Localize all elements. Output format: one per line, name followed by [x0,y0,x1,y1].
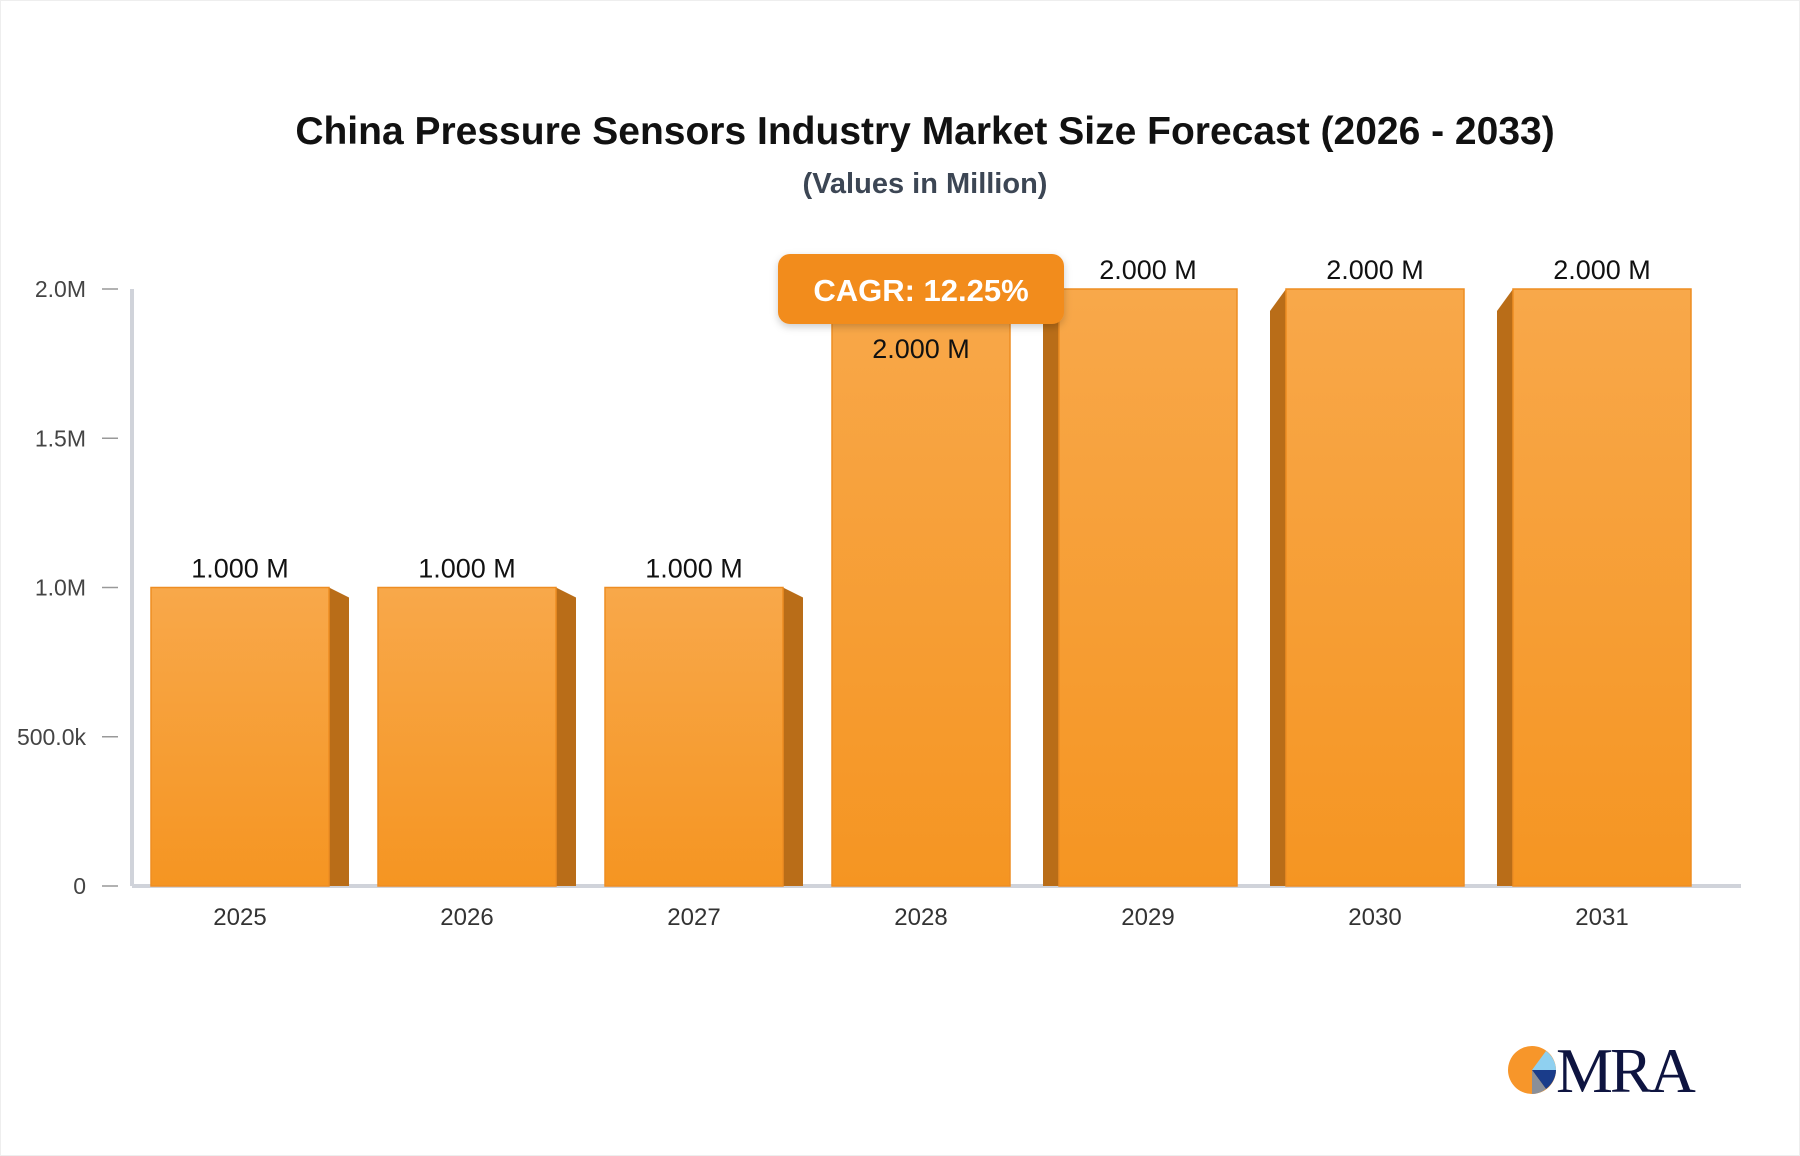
x-tick-label: 2028 [894,904,947,931]
chart-title: China Pressure Sensors Industry Market S… [295,110,1555,153]
pie-logo-icon [1508,1046,1556,1094]
data-label: 2.000 M [872,334,970,364]
bar-2026 [377,586,557,887]
x-tick-label: 2026 [440,904,493,931]
bar-side [783,587,803,886]
bar-side [1497,289,1513,886]
x-tick-label: 2029 [1121,904,1174,931]
mra-logo: MRA [1506,1035,1696,1106]
x-tick-label: 2031 [1575,904,1628,931]
y-tick-label: 2.0M [35,276,86,302]
bar-side [1043,289,1059,886]
bar-2027 [604,586,784,887]
chart-subtitle: (Values in Million) [802,168,1048,200]
bar-2031 [1512,288,1692,887]
y-tick-label: 1.0M [35,575,86,601]
data-label: 1.000 M [418,554,516,584]
data-label: 1.000 M [645,554,743,584]
x-tick-label: 2027 [667,904,720,931]
bar-side [1270,289,1286,886]
y-tick-label: 1.5M [35,425,86,451]
bar-2030 [1285,288,1465,887]
data-label: 2.000 M [1553,255,1651,285]
bar-side [556,587,576,886]
bar-side [329,587,349,886]
data-label: 2.000 M [1326,255,1424,285]
logo-text: MRA [1556,1035,1696,1106]
y-tick-label: 0 [73,873,86,899]
bar-2029 [1058,288,1238,887]
x-tick-label: 2025 [213,904,266,931]
bar-2028 [831,288,1011,887]
cagr-label: CAGR: 12.25% [813,273,1028,308]
cagr-badge [778,254,1064,324]
bar-2025 [150,586,330,887]
x-tick-label: 2030 [1348,904,1401,931]
y-tick-label: 500.0k [17,724,87,750]
data-label: 2.000 M [1099,255,1197,285]
data-label: 1.000 M [191,554,289,584]
